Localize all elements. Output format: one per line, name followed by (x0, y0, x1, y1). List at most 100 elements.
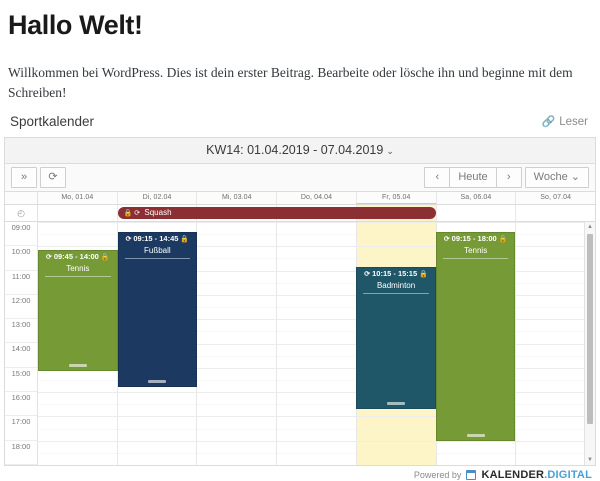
gridline-hour (197, 246, 277, 248)
view-select[interactable]: Woche ⌄ (524, 167, 589, 188)
time-label-1100: 11:00 (5, 271, 37, 295)
gridline-hour (436, 222, 516, 223)
post-body-text: Willkommen bei WordPress. Dies ist dein … (8, 65, 573, 101)
gridline-half-hour (277, 355, 356, 357)
scrollbar-thumb[interactable] (587, 234, 593, 424)
day-header-4[interactable]: Fr, 05.04 (355, 192, 436, 204)
event-title: Badminton (376, 280, 416, 290)
calendar-event-tennis-3[interactable]: ⟳ 09:15 - 18:00 🔒 Tennis (435, 231, 516, 441)
gridline-half-hour (197, 428, 277, 430)
gridline-hour (197, 392, 277, 394)
lock-icon: 🔒 (123, 210, 133, 217)
reader-link[interactable]: 🔗 Leser (541, 115, 588, 129)
calendar-body: KW14: 01.04.2019 - 07.04.2019 ⌄ » ⟳ ‹ Heu… (4, 137, 596, 466)
gridline-hour (197, 416, 277, 418)
gridline-half-hour (197, 379, 277, 381)
brand-suffix: .DIGITAL (544, 469, 592, 481)
event-time-text: 09:15 - 18:00 (451, 233, 497, 243)
scroll-down-arrow[interactable]: ▼ (587, 457, 593, 463)
gridline-hour (277, 294, 356, 296)
gridline-half-hour (277, 307, 356, 309)
event-resize-handle[interactable] (148, 380, 167, 384)
time-label-1600: 16:00 (5, 392, 37, 417)
clock-icon: ◴ (5, 205, 38, 221)
gridline-half-hour (356, 258, 436, 260)
gridline-hour (277, 367, 356, 369)
date-range-selector[interactable]: KW14: 01.04.2019 - 07.04.2019 ⌄ (5, 138, 595, 164)
day-header-2[interactable]: Mi, 03.04 (196, 192, 276, 204)
refresh-button[interactable]: ⟳ (40, 167, 66, 188)
vertical-scrollbar[interactable]: ▲ ▼ (584, 222, 595, 465)
calendar-event-tennis-0[interactable]: ⟳ 09:45 - 14:00 🔒 Tennis (38, 249, 118, 372)
gridline-half-hour (117, 404, 197, 406)
day-header-1[interactable]: Di, 02.04 (116, 192, 197, 204)
gridline-hour (277, 319, 356, 321)
gridline-half-hour (436, 452, 516, 454)
gridline-half-hour (277, 234, 356, 236)
time-label-1500: 15:00 (5, 368, 37, 393)
gridline-hour (277, 440, 356, 442)
time-label-1400: 14:00 (5, 343, 37, 368)
day-header-6[interactable]: So, 07.04 (515, 192, 595, 204)
page-title: Hallo Welt! (8, 10, 143, 40)
date-range-label: KW14: 01.04.2019 - 07.04.2019 (206, 143, 384, 157)
event-title: Tennis (66, 263, 90, 273)
day-header-5[interactable]: Sa, 06.04 (435, 192, 516, 204)
day-column-3[interactable] (276, 222, 356, 465)
gridline-half-hour (197, 355, 277, 357)
gridline-hour (277, 222, 356, 223)
gridline-half-hour (38, 428, 117, 430)
gridline-half-hour (356, 428, 436, 430)
chevron-down-icon: ⌄ (386, 146, 394, 156)
gridline-hour (356, 246, 436, 248)
expand-button[interactable]: » (11, 167, 37, 188)
calendar-toolbar: » ⟳ ‹ Heute › Woche ⌄ (5, 164, 595, 192)
gridline-hour (277, 246, 356, 248)
calendar-event-fu-ball-1[interactable]: ⟳ 09:15 - 14:45 🔒 Fußball (117, 231, 198, 388)
day-header-row: Mo, 01.04 Di, 02.04 Mi, 03.04 Do, 04.04 Fr, … (5, 192, 595, 205)
gridline-half-hour (197, 452, 277, 454)
brand-name[interactable]: KALENDER.DIGITAL (481, 469, 592, 481)
gridline-half-hour (197, 307, 277, 309)
event-time: ⟳ 09:15 - 14:45 🔒 (121, 234, 195, 245)
event-time: ⟳ 09:15 - 18:00 🔒 (439, 234, 513, 245)
lock-icon: 🔒 (98, 253, 110, 261)
time-label-1800: 18:00 (5, 441, 37, 465)
corner-cell (5, 192, 38, 204)
link-icon: 🔗 (541, 116, 556, 128)
today-button[interactable]: Heute (449, 167, 497, 188)
day-header-0[interactable]: Mo, 01.04 (61, 194, 94, 201)
event-divider (442, 257, 509, 259)
event-resize-handle[interactable] (387, 402, 406, 406)
time-label-1000: 10:00 (5, 246, 37, 271)
next-week-button[interactable]: › (495, 167, 522, 188)
gridline-half-hour (197, 331, 277, 333)
calendar-grid: Mo, 01.04 Di, 02.04 Mi, 03.04 Do, 04.04 Fr, … (5, 192, 595, 465)
gridline-hour (117, 440, 197, 442)
event-time-text: 09:45 - 14:00 (53, 251, 99, 261)
allday-cell-6[interactable] (515, 205, 595, 221)
gridline-half-hour (277, 404, 356, 406)
allday-cell-5[interactable] (435, 205, 516, 221)
time-grid: 09:00 10:00 11:00 12:00 13:00 14:00 15:00 16:00… (5, 222, 595, 465)
powered-by-label: Powered by (413, 470, 462, 480)
day-column-2[interactable] (196, 222, 277, 465)
event-title: Fußball (144, 245, 171, 255)
gridline-hour (436, 440, 516, 442)
scroll-up-arrow[interactable]: ▲ (587, 224, 593, 230)
allday-event-0[interactable]: 🔒 ⟳ Squash (117, 207, 436, 219)
prev-week-button[interactable]: ‹ (424, 167, 451, 188)
allday-cell-0[interactable] (38, 205, 117, 221)
gridline-half-hour (117, 428, 197, 430)
gridline-half-hour (277, 331, 356, 333)
day-cells: Mo, 01.04 Di, 02.04 Mi, 03.04 Do, 04.04 Fr, … (38, 192, 595, 204)
calendar-event-badminton-2[interactable]: ⟳ 10:15 - 15:15 🔒 Badminton (356, 266, 436, 410)
allday-cell-1[interactable] (116, 205, 197, 221)
day-columns: ⟳ 09:45 - 14:00 🔒 Tennis ⟳ 09:15 - 14:45 🔒… (38, 222, 595, 465)
lock-icon: 🔒 (417, 270, 428, 278)
event-divider (45, 275, 111, 277)
event-resize-handle[interactable] (68, 364, 87, 368)
event-resize-handle[interactable] (466, 433, 485, 437)
day-header-3[interactable]: Do, 04.04 (276, 192, 356, 204)
gridline-hour (38, 440, 117, 442)
